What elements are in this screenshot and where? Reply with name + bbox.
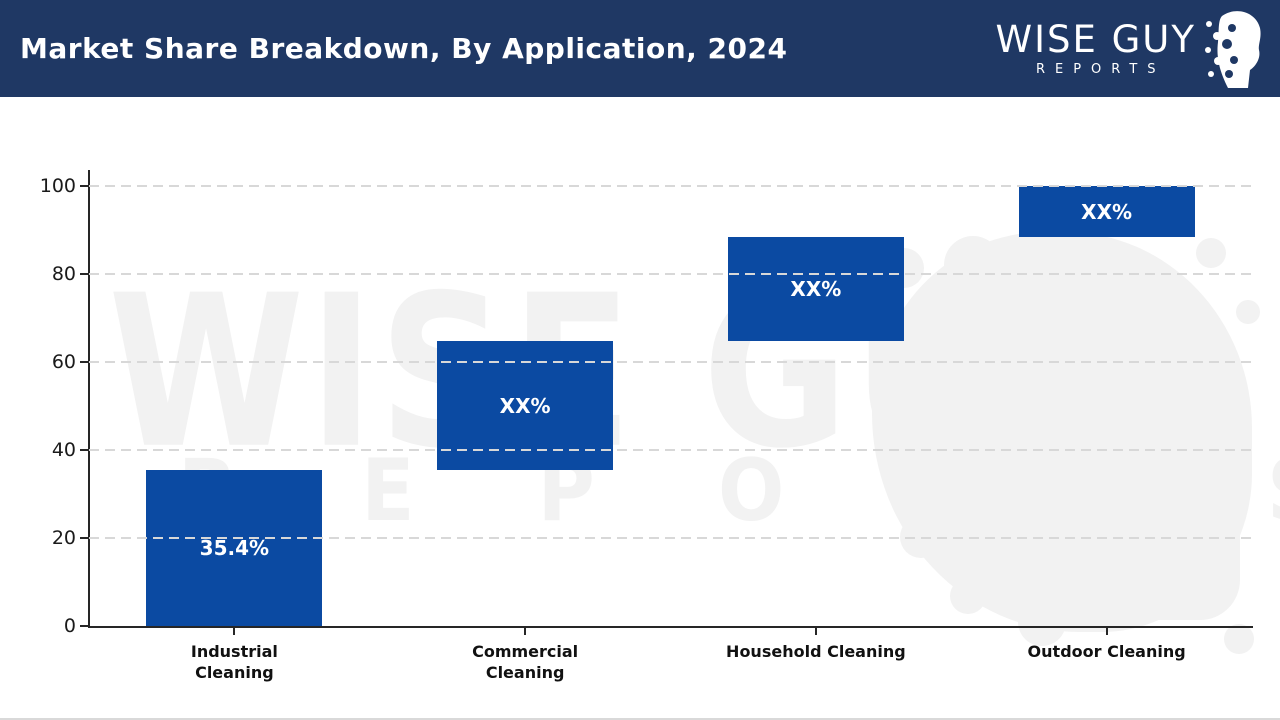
x-category-label-line: Outdoor Cleaning	[1027, 642, 1186, 661]
gridline-20	[89, 537, 1252, 539]
x-category-label-line: Industrial	[190, 642, 278, 661]
y-tick-label: 60	[51, 351, 76, 373]
gridline-40	[89, 449, 1252, 451]
wise-guy-logo: WISE GUY REPORTS	[996, 6, 1266, 92]
y-tick-mark	[80, 361, 89, 363]
y-tick-mark	[80, 537, 89, 539]
x-category-label: Industrial Cleaning	[119, 641, 349, 683]
x-tick-mark	[233, 626, 236, 635]
bar-value-label: XX%	[499, 393, 551, 418]
x-axis-line	[88, 626, 1253, 628]
bar-value-label: 35.4%	[199, 536, 270, 561]
logo-reports-label: REPORTS	[1035, 61, 1166, 77]
gridline-60	[89, 361, 1252, 363]
bar-industrial-cleaning: 35.4%	[146, 470, 323, 626]
y-tick-mark	[80, 185, 89, 187]
wise-guy-face-icon	[1205, 10, 1261, 88]
page-title: Market Share Breakdown, By Application, …	[20, 32, 788, 65]
header-bar: Market Share Breakdown, By Application, …	[0, 0, 1280, 97]
bar-value-label: XX%	[790, 276, 842, 301]
logo-text: WISE GUY REPORTS	[995, 17, 1196, 78]
y-tick-mark	[80, 449, 89, 451]
x-category-label: Outdoor Cleaning	[992, 641, 1222, 662]
y-tick-label: 40	[51, 439, 76, 461]
y-tick-mark	[80, 273, 89, 275]
logo-wise-guy-label: WISE GUY	[995, 17, 1196, 61]
x-category-label: Household Cleaning	[701, 641, 931, 662]
x-category-label: Commercial Cleaning	[410, 641, 640, 683]
y-tick-label: 100	[39, 175, 76, 197]
x-category-label-line: Household Cleaning	[726, 642, 906, 661]
x-category-label-line: Cleaning	[485, 663, 565, 682]
y-tick-label: 20	[51, 527, 76, 549]
gridline-80	[89, 273, 1252, 275]
y-tick-mark	[80, 625, 89, 627]
y-tick-label: 0	[63, 615, 76, 637]
x-category-label-line: Cleaning	[195, 663, 274, 682]
y-tick-label: 80	[51, 263, 76, 285]
bar-value-label: XX%	[1081, 199, 1133, 224]
bar-household-cleaning: XX%	[727, 237, 904, 341]
x-category-label-line: Commercial	[472, 642, 579, 661]
y-axis-line	[88, 170, 90, 628]
x-tick-mark	[524, 626, 527, 635]
x-tick-mark	[1105, 626, 1108, 635]
bar-outdoor-cleaning: XX%	[1018, 186, 1195, 238]
gridline-100	[89, 185, 1252, 187]
x-tick-mark	[814, 626, 817, 635]
